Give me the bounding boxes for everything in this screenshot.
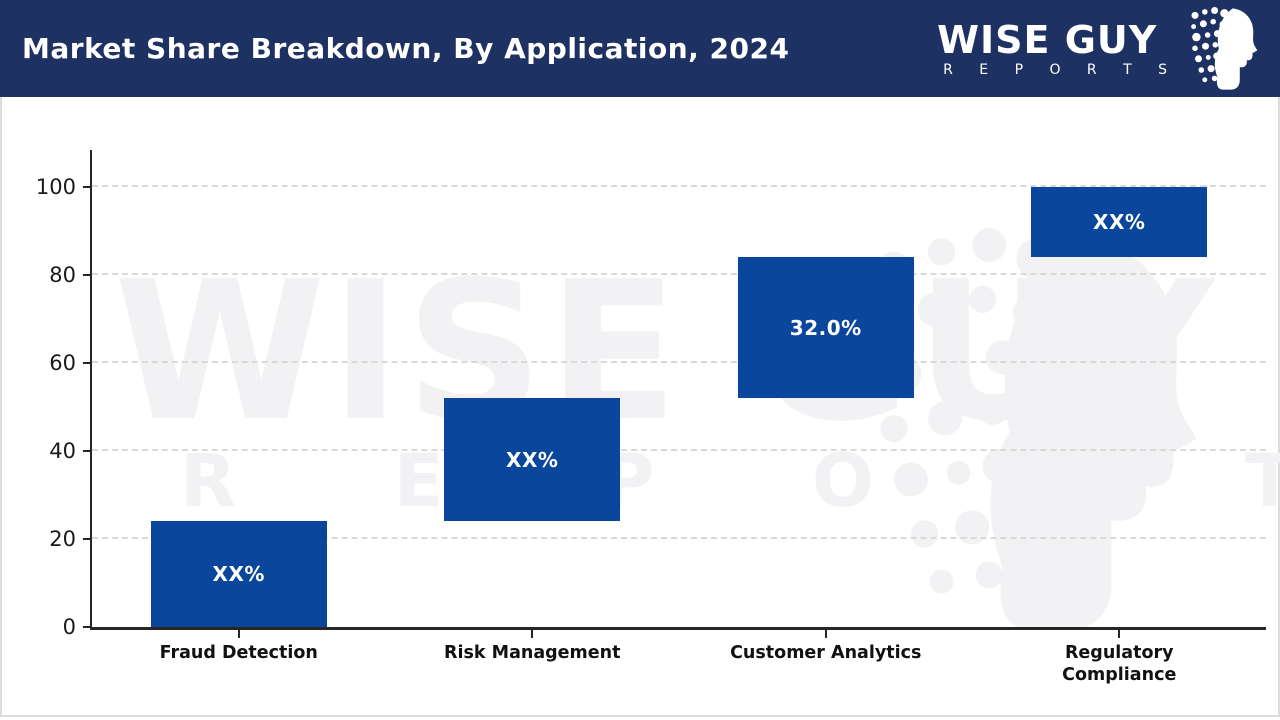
x-axis-tick xyxy=(1118,630,1121,638)
bar-value-label: XX% xyxy=(1093,210,1146,235)
grid-line xyxy=(92,449,1266,451)
bar-value-label: 32.0% xyxy=(789,315,862,340)
bar-value-label: XX% xyxy=(506,447,559,472)
x-tick-label: Regulatory Compliance xyxy=(1062,643,1177,685)
y-axis-tick xyxy=(83,450,92,452)
wiseguy-logo: WISE GUY R E P O R T S xyxy=(937,6,1280,91)
bar-value-label: XX% xyxy=(212,562,265,587)
y-axis-tick xyxy=(83,274,92,276)
y-tick-label: 60 xyxy=(49,351,76,375)
x-tick-label: Customer Analytics xyxy=(730,643,922,663)
logo-name: WISE GUY xyxy=(937,17,1158,62)
x-tick-label: Fraud Detection xyxy=(159,643,318,663)
x-tick-label: Risk Management xyxy=(444,643,621,663)
x-axis-tick xyxy=(531,630,534,638)
wiseguy-head-icon xyxy=(1191,6,1258,90)
y-tick-label: 20 xyxy=(49,527,76,551)
y-axis-tick xyxy=(83,186,92,188)
logo-subtitle: R E P O R T S xyxy=(943,61,1178,78)
grid-line xyxy=(92,185,1266,187)
grid-line xyxy=(92,361,1266,363)
plot-area: 0 20 40 60 80 100 XX% Fraud Detection XX% Risk Ma… xyxy=(36,150,1266,685)
chart-canvas: WISE GUY R E P O R T S 020406080100XX%Fr… xyxy=(0,97,1280,717)
y-axis-tick xyxy=(83,362,92,364)
x-axis-tick xyxy=(824,630,827,638)
bar-segment: XX% xyxy=(1031,187,1208,258)
x-axis-tick xyxy=(237,630,240,638)
header-bar: Market Share Breakdown, By Application, … xyxy=(0,0,1280,97)
grid-line xyxy=(92,273,1266,275)
page-title: Market Share Breakdown, By Application, … xyxy=(22,32,790,65)
y-tick-label: 80 xyxy=(49,263,76,287)
logo-text: WISE GUY R E P O R T S xyxy=(937,21,1178,77)
y-tick-label: 0 xyxy=(62,615,76,639)
y-tick-label: 100 xyxy=(35,175,76,199)
y-axis-tick xyxy=(83,626,92,628)
bar-segment: XX% xyxy=(444,398,621,522)
bar-segment: 32.0% xyxy=(737,257,914,399)
y-tick-label: 40 xyxy=(49,439,76,463)
grid-line xyxy=(92,537,1266,539)
bar-segment: XX% xyxy=(150,521,327,627)
y-axis-tick xyxy=(83,538,92,540)
